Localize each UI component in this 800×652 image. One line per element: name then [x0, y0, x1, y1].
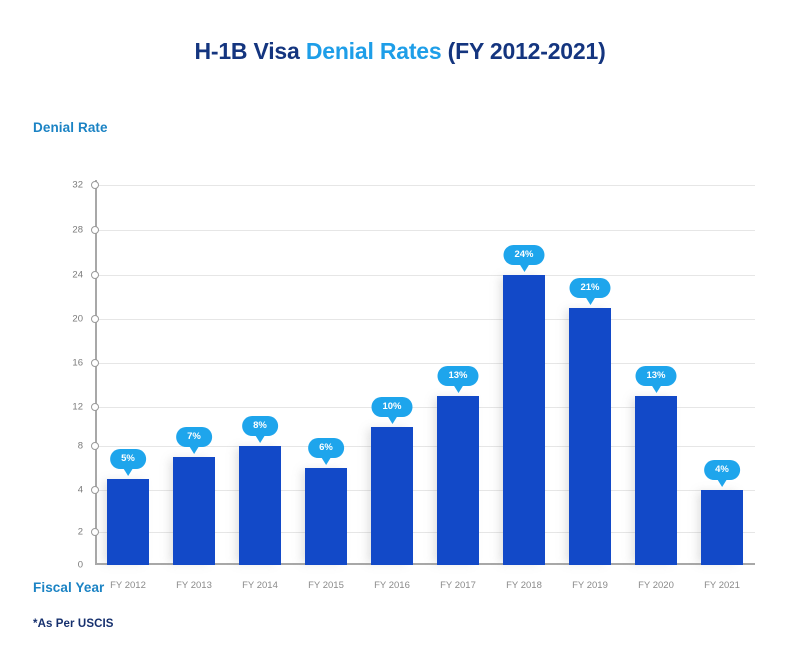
x-axis-category-label: FY 2019: [572, 580, 608, 591]
bar-value-label: 6%: [308, 438, 344, 465]
y-axis-tick-label: 12: [72, 401, 83, 413]
x-axis-category-label: FY 2017: [440, 580, 476, 591]
bar-value-label: 10%: [371, 396, 413, 424]
gridline: [95, 446, 755, 447]
gridline: [95, 185, 755, 186]
gridline: [95, 275, 755, 276]
y-axis-tick-marker: [91, 181, 99, 189]
bar-value-label: 5%: [110, 449, 146, 476]
bar-value-label: 21%: [569, 278, 611, 305]
y-axis-tick-label: 4: [77, 484, 83, 496]
x-axis-category-label: FY 2018: [506, 580, 542, 591]
x-axis-labels-group: FY 2012 FY 2013 FY 2014 FY 2015 FY 2016 FY 20…: [95, 580, 755, 598]
bar[interactable]: [437, 396, 479, 565]
y-axis-tick-label: 20: [72, 313, 83, 325]
y-axis-tick-marker: [91, 486, 99, 494]
y-axis-tick-marker: [91, 442, 99, 450]
x-axis-category-label: FY 2020: [638, 580, 674, 591]
x-axis-category-label: FY 2015: [308, 580, 344, 591]
gridline: [95, 319, 755, 320]
bars-group: 5% 7% 8% 6% 10% 13% 24% 21% 13% 4%: [95, 180, 755, 565]
bar-value-label: 13%: [437, 366, 479, 393]
title-segment-range: (FY 2012-2021): [441, 38, 606, 64]
bar[interactable]: [701, 490, 743, 565]
bar-value-label: 7%: [176, 427, 212, 454]
bar-value-label: 13%: [635, 366, 677, 393]
x-axis-title: Fiscal Year: [33, 580, 105, 595]
y-axis-tick-label: 2: [77, 526, 83, 538]
y-axis-tick-marker: [91, 226, 99, 234]
x-axis-category-label: FY 2016: [374, 580, 410, 591]
y-axis-tick-label: 8: [77, 440, 83, 452]
bar-slot: 8%: [239, 180, 281, 565]
bar-slot: 21%: [569, 180, 611, 565]
footnote: *As Per USCIS: [33, 618, 114, 630]
y-axis-tick-marker: [91, 315, 99, 323]
bar-slot: 4%: [701, 180, 743, 565]
gridline: [95, 490, 755, 491]
page-title: H-1B Visa Denial Rates (FY 2012-2021): [0, 38, 800, 65]
bar[interactable]: [305, 468, 347, 565]
bar[interactable]: [173, 457, 215, 565]
x-axis-category-label: FY 2013: [176, 580, 212, 591]
bar-slot: 24%: [503, 180, 545, 565]
title-segment-primary: H-1B Visa: [194, 38, 306, 64]
y-axis-tick-label: 0: [77, 559, 83, 571]
gridline: [95, 363, 755, 364]
bar-slot: 10%: [371, 180, 413, 565]
plot-area: 0 2 4 8 12 16 20 24 28 32 5% 7% 8% 6% 10% 13% 24% 21% 13%…: [72, 180, 755, 571]
y-axis-tick-marker: [91, 271, 99, 279]
y-axis-tick-marker: [91, 528, 99, 536]
bar[interactable]: [635, 396, 677, 565]
y-axis-title: Denial Rate: [33, 120, 108, 135]
x-axis-category-label: FY 2012: [110, 580, 146, 591]
bar-value-label: 8%: [242, 416, 278, 443]
bar-slot: 6%: [305, 180, 347, 565]
y-axis-tick-label: 24: [72, 269, 83, 281]
x-axis-category-label: FY 2014: [242, 580, 278, 591]
bar-slot: 13%: [437, 180, 479, 565]
y-axis-tick-marker: [91, 403, 99, 411]
x-axis-category-label: FY 2021: [704, 580, 740, 591]
y-axis-tick-label: 28: [72, 224, 83, 236]
bar-slot: 7%: [173, 180, 215, 565]
y-axis-tick-label: 16: [72, 357, 83, 369]
bar[interactable]: [107, 479, 149, 565]
y-axis-line: [95, 180, 97, 565]
bar-value-label: 24%: [503, 245, 545, 272]
bar[interactable]: [371, 426, 413, 565]
bar[interactable]: [569, 308, 611, 565]
y-axis-tick-marker: [91, 359, 99, 367]
y-axis-tick-label: 32: [72, 179, 83, 191]
gridline: [95, 407, 755, 408]
gridline: [95, 230, 755, 231]
x-axis-line: [95, 563, 755, 565]
bar[interactable]: [239, 446, 281, 565]
bar-slot: 13%: [635, 180, 677, 565]
bar-slot: 5%: [107, 180, 149, 565]
title-segment-accent: Denial Rates: [305, 38, 442, 64]
gridline: [95, 532, 755, 533]
bar[interactable]: [503, 275, 545, 565]
bar-value-label: 4%: [704, 460, 740, 487]
